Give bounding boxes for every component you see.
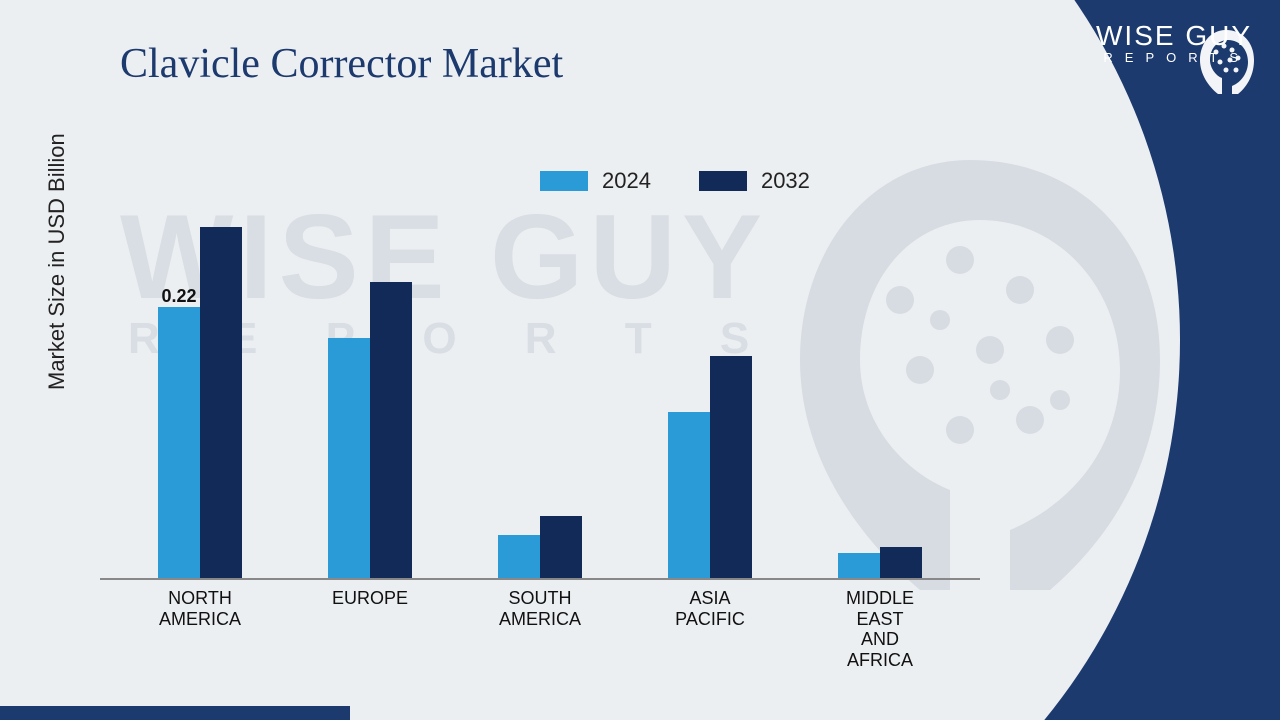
legend: 2024 2032 [540, 168, 810, 194]
bottom-accent-bar [0, 706, 350, 720]
legend-item: 2032 [699, 168, 810, 194]
legend-item: 2024 [540, 168, 651, 194]
x-tick-label: SOUTH AMERICA [499, 588, 581, 629]
chart-title: Clavicle Corrector Market [120, 40, 563, 88]
stage: WISE GUY REPORTS Clavicle Corrector Mark… [0, 0, 1280, 720]
bar [370, 282, 412, 578]
brand-logo: WISE GUY REPORTS [1096, 20, 1252, 65]
legend-label: 2032 [761, 168, 810, 194]
bar [540, 516, 582, 578]
bar-pair [498, 516, 582, 578]
logo-head-icon [1196, 28, 1256, 98]
bar-pair [158, 227, 242, 579]
bar [328, 338, 370, 579]
x-tick-label: ASIA PACIFIC [675, 588, 745, 629]
bar-value-label: 0.22 [161, 286, 196, 307]
bar-pair [838, 547, 922, 578]
bar [710, 356, 752, 578]
bar-pair [668, 356, 752, 578]
x-axis-line [100, 578, 980, 580]
x-tick-label: MIDDLE EAST AND AFRICA [846, 588, 914, 671]
x-tick-label: NORTH AMERICA [159, 588, 241, 629]
legend-label: 2024 [602, 168, 651, 194]
x-tick-label: EUROPE [332, 588, 408, 609]
bar [880, 547, 922, 578]
bar-pair [328, 282, 412, 578]
bar [200, 227, 242, 579]
bar [158, 307, 200, 578]
bar-chart: NORTH AMERICAEUROPESOUTH AMERICAASIA PAC… [100, 210, 980, 580]
bar [498, 535, 540, 578]
y-axis-label: Market Size in USD Billion [44, 133, 70, 390]
legend-swatch [699, 171, 747, 191]
bar [838, 553, 880, 578]
legend-swatch [540, 171, 588, 191]
bar [668, 412, 710, 579]
